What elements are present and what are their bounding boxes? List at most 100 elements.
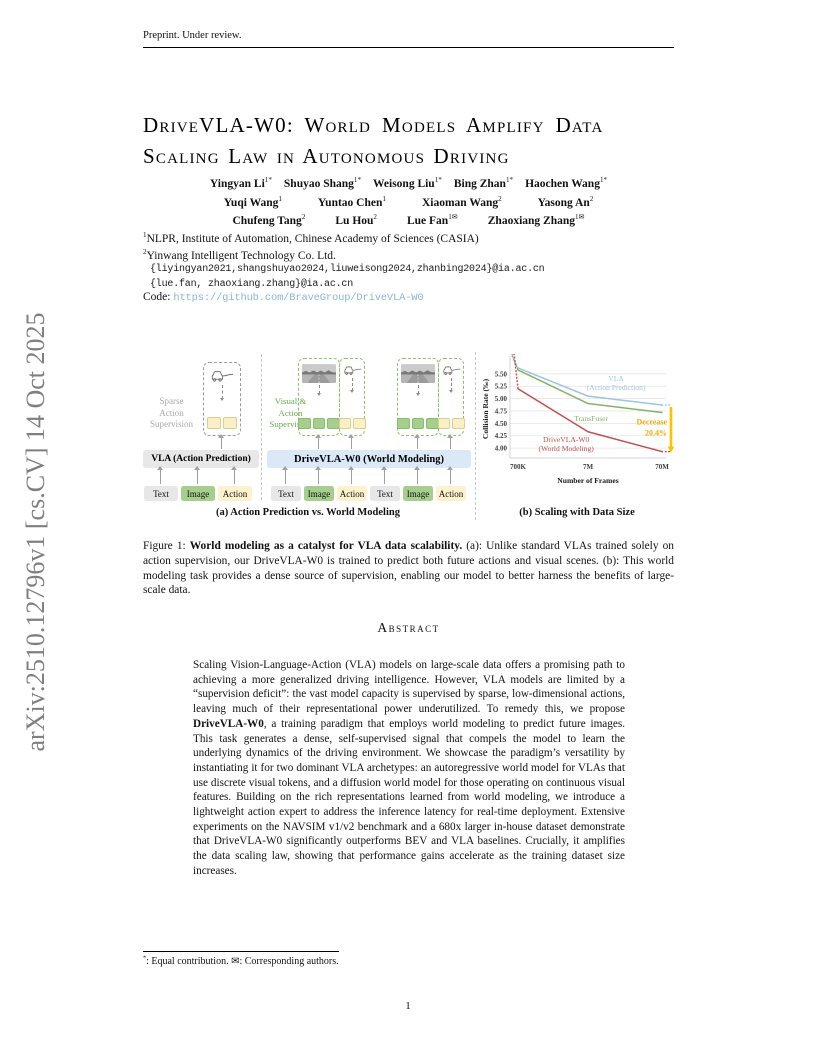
figure-caption-label: Figure 1:: [143, 540, 190, 552]
svg-text:VLA: VLA: [608, 374, 624, 383]
svg-text:(World Modeling): (World Modeling): [539, 444, 595, 453]
abstract-heading: Abstract: [377, 620, 440, 635]
affiliation: 1NLPR, Institute of Automation, Chinese …: [143, 231, 479, 245]
mini-image-token: [298, 417, 311, 429]
mini-image-token: [411, 417, 425, 429]
token-text: Text: [370, 486, 400, 501]
token-action: Action: [218, 486, 252, 501]
svg-text:4.25: 4.25: [495, 432, 508, 440]
svg-text:Number of Frames: Number of Frames: [557, 476, 618, 485]
email-line: {liyingyan2021,shangshuyao2024,liuweison…: [150, 264, 545, 275]
svg-text:4.00: 4.00: [495, 445, 508, 453]
figure-1: Sparse Action Supervision VLA (Action Pred…: [143, 326, 675, 530]
affiliations: 1NLPR, Institute of Automation, Chinese …: [143, 231, 674, 264]
ab-divider: [475, 352, 476, 520]
mini-action-token: [207, 417, 221, 429]
equal-contribution-star: *: [143, 954, 147, 962]
email-block: {liyingyan2021,shangshuyao2024,liuweison…: [150, 262, 545, 292]
svg-text:TransFuser: TransFuser: [574, 414, 608, 423]
svg-text:4.50: 4.50: [495, 420, 508, 428]
arrow-up-icon: [413, 465, 421, 484]
arrow-up-icon: [156, 465, 164, 484]
caption-a: (a) Action Prediction vs. World Modeling: [216, 507, 400, 518]
dashed-arrow-down-icon: [448, 378, 453, 393]
abstract-part-1: Scaling Vision-Language-Action (VLA) mod…: [193, 659, 625, 716]
driving-scene-image: [401, 364, 435, 383]
car-icon: [211, 371, 234, 382]
author: Weisong Liu1*: [373, 176, 442, 190]
author: Haochen Wang1*: [525, 176, 608, 190]
abstract-text: Scaling Vision-Language-Action (VLA) mod…: [193, 658, 625, 879]
svg-text:DriveVLA-W0: DriveVLA-W0: [543, 435, 590, 444]
dashed-arrow-down-icon: [349, 378, 354, 393]
panel-world-modeling: Visual & Action Supervision: [267, 352, 471, 502]
visual-supervision-box: [397, 358, 439, 436]
car-icon: [343, 366, 361, 375]
figure-caption: Figure 1: World modeling as a catalyst f…: [143, 539, 674, 598]
author: Chufeng Tang2: [232, 213, 306, 227]
mini-image-token: [397, 417, 410, 429]
arrow-up-icon: [446, 433, 454, 449]
svg-text:4.75: 4.75: [495, 407, 508, 415]
mini-action-token: [452, 417, 465, 429]
code-link[interactable]: https://github.com/BraveGroup/DriveVLA-W…: [173, 292, 424, 304]
sparse-supervision-label: Sparse Action Supervision: [149, 396, 193, 429]
token-row: Text Image Action: [144, 486, 252, 501]
author: Zhaoxiang Zhang1✉: [487, 213, 585, 227]
author: Xiaoman Wang2: [421, 194, 502, 209]
visual-action-supervision-label: Visual & Action Supervision: [269, 396, 312, 429]
svg-text:7M: 7M: [583, 463, 594, 471]
author: Shuyao Shang1*: [283, 176, 362, 190]
dashed-arrow-down-icon: [316, 385, 321, 396]
author: Yuntao Chen1: [317, 194, 386, 209]
action-token-minis: [338, 417, 366, 429]
header-text: Preprint. Under review.: [143, 30, 242, 41]
arrow-up-icon: [446, 465, 454, 484]
author: Lu Hou2: [335, 213, 377, 227]
arrow-up-icon: [314, 465, 322, 484]
action-token-minis: [207, 417, 237, 429]
svg-text:70M: 70M: [655, 463, 669, 471]
arrow-up-icon: [347, 433, 355, 449]
author-row: Yuqi Wang1 Yuntao Chen1 Xiaoman Wang2 Yason…: [143, 194, 674, 213]
arrow-up-icon: [380, 465, 388, 484]
svg-text:Collision Rate (‰): Collision Rate (‰): [481, 378, 490, 439]
footnote: *: Equal contribution. ✉: Corresponding …: [143, 954, 339, 967]
author: Yasong An2: [537, 194, 594, 209]
svg-text:5.50: 5.50: [495, 370, 508, 378]
author: Bing Zhan1*: [453, 176, 514, 190]
svg-text:700K: 700K: [510, 463, 527, 471]
arrow-up-icon: [193, 465, 201, 484]
mini-action-token: [353, 417, 366, 429]
token-image: Image: [181, 486, 215, 501]
panel-action-prediction: Sparse Action Supervision VLA (Action Pred…: [143, 352, 259, 502]
drivevla-bar: DriveVLA-W0 (World Modeling): [267, 450, 471, 468]
author-row: Chufeng Tang2 Lu Hou2 Lue Fan1✉ Zhaoxiang Z…: [143, 212, 674, 231]
action-supervision-box: [437, 358, 465, 436]
author-row: Yingyan Li1* Shuyao Shang1* Weisong Liu1* B…: [143, 175, 674, 194]
arrow-up-icon: [314, 433, 322, 449]
svg-text:Decrease: Decrease: [637, 417, 668, 426]
figure-caption-rest: (a): Unlike standard VLAs trained solely…: [143, 540, 674, 597]
car-icon: [442, 366, 460, 375]
arxiv-stamp: arXiv:2510.12796v1 [cs.CV] 14 Oct 2025: [21, 312, 50, 752]
footnote-rule: [143, 951, 339, 952]
scaling-chart-svg: 4.00 4.25 4.50 4.75 5.00 5.25 5.50 700K 7M 70M Num…: [481, 326, 675, 485]
action-token-minis: [437, 417, 465, 429]
driving-scene-image: [302, 364, 336, 383]
image-token-minis: [298, 417, 340, 429]
arrow-up-icon: [217, 433, 225, 449]
page-number: 1: [405, 1000, 411, 1012]
panel-scaling-chart: 4.00 4.25 4.50 4.75 5.00 5.25 5.50 700K 7M 70M Num…: [480, 326, 675, 494]
svg-text:(Action Prediction): (Action Prediction): [587, 383, 646, 392]
sparse-supervision-box: [203, 362, 241, 436]
mini-action-token: [437, 417, 450, 429]
header-rule: [143, 47, 674, 48]
arrow-up-icon: [347, 465, 355, 484]
dashed-arrow-down-icon: [415, 385, 420, 396]
token-image: Image: [304, 486, 334, 501]
paper-title: DriveVLA-W0: World Models Amplify Data S…: [143, 110, 674, 172]
token-image: Image: [403, 486, 433, 501]
mini-image-token: [312, 417, 326, 429]
